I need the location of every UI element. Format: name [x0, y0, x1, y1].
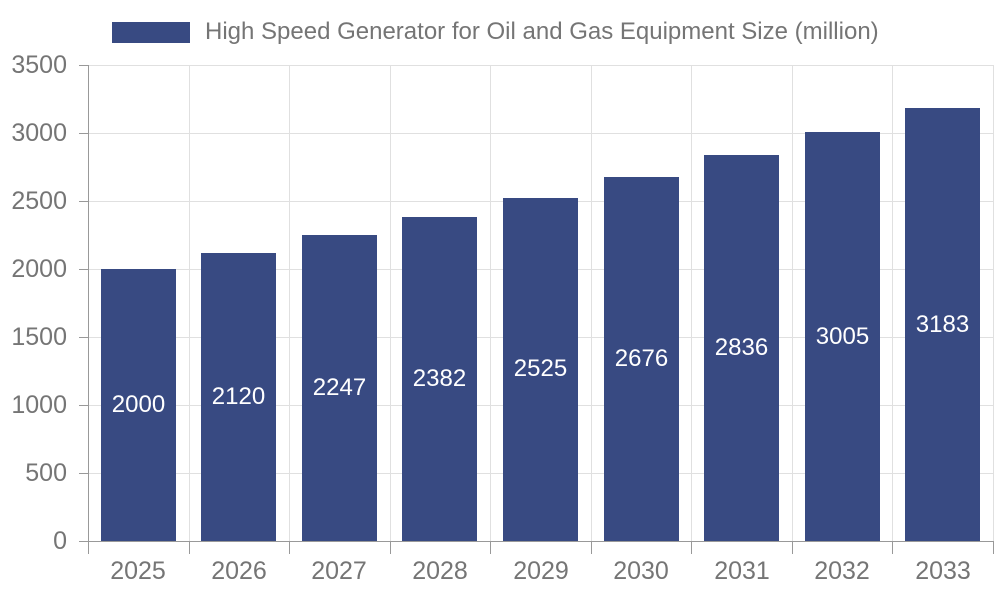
x-axis-tick	[691, 541, 692, 554]
bar-2026	[201, 253, 276, 541]
bar-value-label: 2836	[714, 334, 769, 361]
y-tick-label: 3500	[11, 51, 67, 79]
y-axis-tick	[79, 337, 88, 338]
x-tick-label: 2028	[412, 557, 468, 585]
bar-value-label: 2247	[312, 374, 367, 401]
y-axis-tick	[79, 201, 88, 202]
bar-value-label: 3005	[815, 323, 870, 350]
bar-2027	[302, 235, 377, 541]
y-axis-tick	[79, 65, 88, 66]
x-gridline	[490, 65, 491, 541]
x-tick-label: 2027	[311, 557, 367, 585]
y-tick-label: 0	[53, 527, 67, 555]
bar-2033	[905, 108, 980, 541]
bar-value-label: 2676	[614, 345, 669, 372]
legend[interactable]: High Speed Generator for Oil and Gas Equ…	[112, 12, 879, 52]
y-axis-tick	[79, 473, 88, 474]
x-tick-label: 2033	[915, 557, 971, 585]
bar-value-label: 2120	[211, 383, 266, 410]
x-gridline	[189, 65, 190, 541]
x-gridline	[691, 65, 692, 541]
y-axis-tick	[79, 269, 88, 270]
x-axis-tick	[792, 541, 793, 554]
x-axis-tick	[189, 541, 190, 554]
x-tick-label: 2026	[211, 557, 267, 585]
x-gridline	[591, 65, 592, 541]
x-gridline	[289, 65, 290, 541]
bar-2028	[402, 217, 477, 541]
bar-2031	[704, 155, 779, 541]
x-axis-tick	[490, 541, 491, 554]
bar-value-label: 2000	[111, 391, 166, 418]
x-axis-line	[79, 541, 993, 542]
y-axis-tick	[79, 133, 88, 134]
x-tick-label: 2032	[814, 557, 870, 585]
x-gridline	[390, 65, 391, 541]
x-gridline	[792, 65, 793, 541]
y-tick-label: 3000	[11, 119, 67, 147]
bar-2032	[805, 132, 880, 541]
x-axis-tick	[591, 541, 592, 554]
x-tick-label: 2025	[110, 557, 166, 585]
x-tick-label: 2031	[714, 557, 770, 585]
x-gridline	[993, 65, 994, 541]
bar-value-label: 2382	[412, 365, 467, 392]
legend-swatch	[112, 21, 190, 43]
y-tick-label: 1000	[11, 391, 67, 419]
x-gridline	[892, 65, 893, 541]
y-tick-label: 500	[25, 459, 67, 487]
bar-2029	[503, 198, 578, 541]
y-tick-label: 2000	[11, 255, 67, 283]
x-axis-tick	[289, 541, 290, 554]
x-axis-tick	[390, 541, 391, 554]
x-tick-label: 2030	[613, 557, 669, 585]
y-tick-label: 2500	[11, 187, 67, 215]
legend-label: High Speed Generator for Oil and Gas Equ…	[205, 18, 879, 45]
y-axis-tick	[79, 405, 88, 406]
y-gridline	[88, 65, 993, 66]
y-gridline	[88, 133, 993, 134]
y-axis-line	[88, 65, 89, 554]
x-tick-label: 2029	[513, 557, 569, 585]
bar-value-label: 3183	[915, 311, 970, 338]
y-tick-label: 1500	[11, 323, 67, 351]
bar-2030	[604, 177, 679, 541]
bar-value-label: 2525	[513, 355, 568, 382]
bar-2025	[101, 269, 176, 541]
x-axis-tick	[892, 541, 893, 554]
x-axis-tick	[993, 541, 994, 554]
